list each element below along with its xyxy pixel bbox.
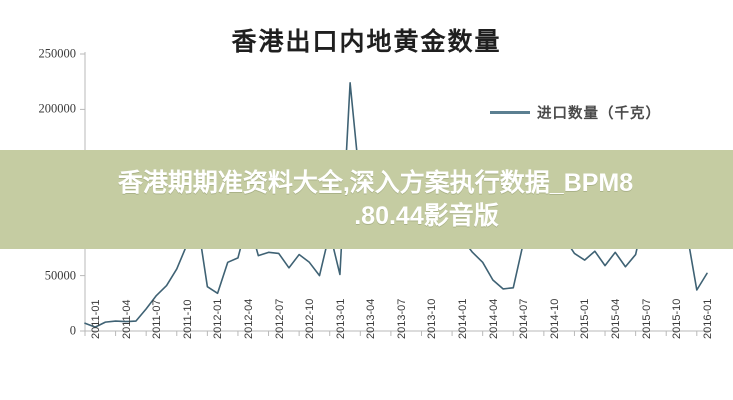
x-tick-label: 2015-07 — [640, 298, 653, 339]
x-tick-label: 2013-10 — [426, 298, 439, 339]
y-tick-label: 250000 — [38, 46, 77, 61]
x-tick-label: 2013-07 — [395, 298, 408, 339]
y-tick-label: 50000 — [44, 268, 76, 283]
watermark-text-line-2: .80.44影音版 — [354, 201, 499, 230]
x-tick-label: 2014-01 — [457, 298, 470, 339]
x-tick-label: 2012-04 — [242, 298, 255, 339]
x-tick-label: 2016-01 — [701, 298, 714, 339]
x-tick-label: 2011-07 — [151, 299, 164, 339]
x-tick-label: 2012-01 — [212, 298, 225, 339]
y-tick-label: 200000 — [38, 101, 77, 116]
x-tick-label: 2011-01 — [90, 299, 102, 339]
x-tick-label: 2014-04 — [487, 298, 500, 339]
x-tick-label: 2015-01 — [579, 298, 592, 339]
x-tick-label: 2011-04 — [120, 299, 133, 339]
x-tick-label: 2012-07 — [273, 298, 286, 339]
x-tick-label: 2011-10 — [181, 299, 194, 339]
x-tick-label: 2014-07 — [518, 298, 531, 339]
legend-line-swatch-icon — [490, 111, 530, 114]
watermark-text-line-1: 香港期期准资料大全,深入方案执行数据_BPM8 — [117, 168, 634, 197]
legend-label: 进口数量（千克） — [537, 106, 661, 122]
x-tick-label: 2013-01 — [334, 298, 347, 339]
x-tick-label: 2012-10 — [304, 298, 317, 339]
chart-tickmarks — [80, 53, 698, 336]
x-tick-label: 2015-04 — [610, 298, 623, 339]
x-tick-label: 2013-04 — [365, 298, 378, 339]
y-tick-label: 0 — [69, 323, 76, 338]
x-tick-label: 2014-10 — [548, 298, 561, 339]
x-tick-label: 2015-10 — [671, 298, 684, 339]
watermark-overlay-banner: 香港期期准资料大全,深入方案执行数据_BPM8 .80.44影音版 — [0, 150, 733, 249]
chart-legend: 进口数量（千克） — [490, 102, 661, 123]
chart-title: 香港出口内地黄金数量 — [231, 29, 502, 56]
